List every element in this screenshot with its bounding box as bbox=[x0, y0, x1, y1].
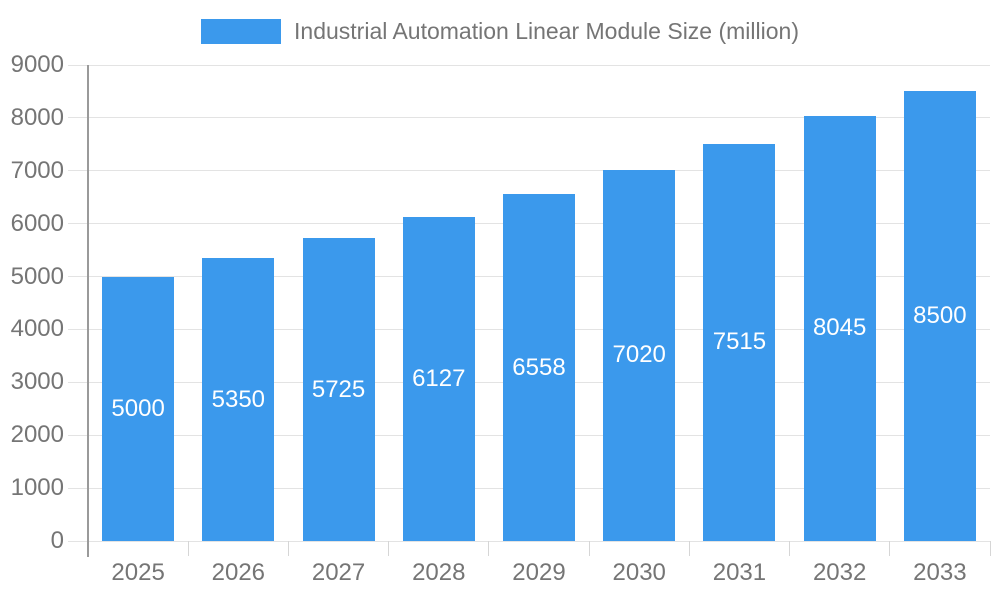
y-gridline bbox=[68, 540, 990, 542]
y-gridline bbox=[68, 64, 990, 66]
y-axis-label: 0 bbox=[50, 527, 64, 554]
bar-2031[interactable]: 7515 bbox=[703, 143, 776, 541]
bar-value-label: 7020 bbox=[612, 341, 666, 369]
bar-value-label: 6558 bbox=[512, 353, 566, 381]
y-gridline bbox=[68, 117, 990, 119]
legend-swatch bbox=[201, 19, 282, 44]
bar-value-label: 7515 bbox=[712, 328, 767, 356]
bar-value-label: 5725 bbox=[311, 375, 366, 403]
bar-2025[interactable]: 5000 bbox=[102, 276, 175, 541]
x-axis-label: 2029 bbox=[512, 559, 566, 586]
bar-2032[interactable]: 8045 bbox=[803, 115, 876, 541]
x-axis-label: 2028 bbox=[412, 559, 466, 586]
x-tick bbox=[989, 541, 991, 556]
x-axis-label: 2026 bbox=[211, 559, 266, 586]
bar-value-label: 5000 bbox=[111, 394, 165, 422]
x-tick bbox=[789, 541, 791, 556]
bar-2029[interactable]: 6558 bbox=[503, 194, 575, 541]
legend-label: Industrial Automation Linear Module Size… bbox=[294, 18, 799, 44]
x-axis-label: 2025 bbox=[111, 559, 165, 586]
bar-2033[interactable]: 8500 bbox=[903, 91, 976, 541]
x-tick bbox=[488, 541, 490, 556]
y-axis-label: 2000 bbox=[10, 421, 64, 449]
y-axis-label: 8000 bbox=[10, 103, 64, 131]
bar-2028[interactable]: 6127 bbox=[402, 216, 475, 541]
x-tick bbox=[688, 541, 690, 556]
chart-legend[interactable]: Industrial Automation Linear Module Size… bbox=[0, 19, 1000, 44]
x-axis-label: 2031 bbox=[712, 559, 767, 586]
x-tick bbox=[588, 541, 590, 556]
bar-2027[interactable]: 5725 bbox=[302, 238, 375, 541]
x-axis-label: 2030 bbox=[612, 559, 666, 586]
x-tick bbox=[287, 541, 289, 556]
x-axis-label: 2032 bbox=[812, 559, 867, 586]
x-tick bbox=[388, 541, 390, 556]
x-axis-label: 2033 bbox=[913, 559, 967, 586]
x-tick bbox=[187, 541, 189, 556]
y-axis-label: 7000 bbox=[10, 156, 64, 184]
y-axis-label: 6000 bbox=[10, 209, 64, 237]
bar-value-label: 6127 bbox=[412, 364, 466, 392]
bar-value-label: 5350 bbox=[211, 385, 266, 413]
bar-value-label: 8500 bbox=[913, 302, 967, 330]
x-tick bbox=[889, 541, 891, 556]
y-axis-label: 1000 bbox=[10, 474, 64, 502]
y-axis-line bbox=[87, 65, 89, 557]
y-axis-label: 5000 bbox=[10, 262, 64, 290]
y-axis-label: 3000 bbox=[10, 368, 64, 396]
x-axis-label: 2027 bbox=[311, 559, 366, 586]
y-axis-label: 9000 bbox=[10, 51, 64, 78]
y-gridline bbox=[68, 170, 990, 172]
bar-value-label: 8045 bbox=[812, 314, 867, 342]
bar-2026[interactable]: 5350 bbox=[202, 258, 275, 541]
y-axis-label: 4000 bbox=[10, 315, 64, 343]
bar-2030[interactable]: 7020 bbox=[603, 169, 676, 541]
